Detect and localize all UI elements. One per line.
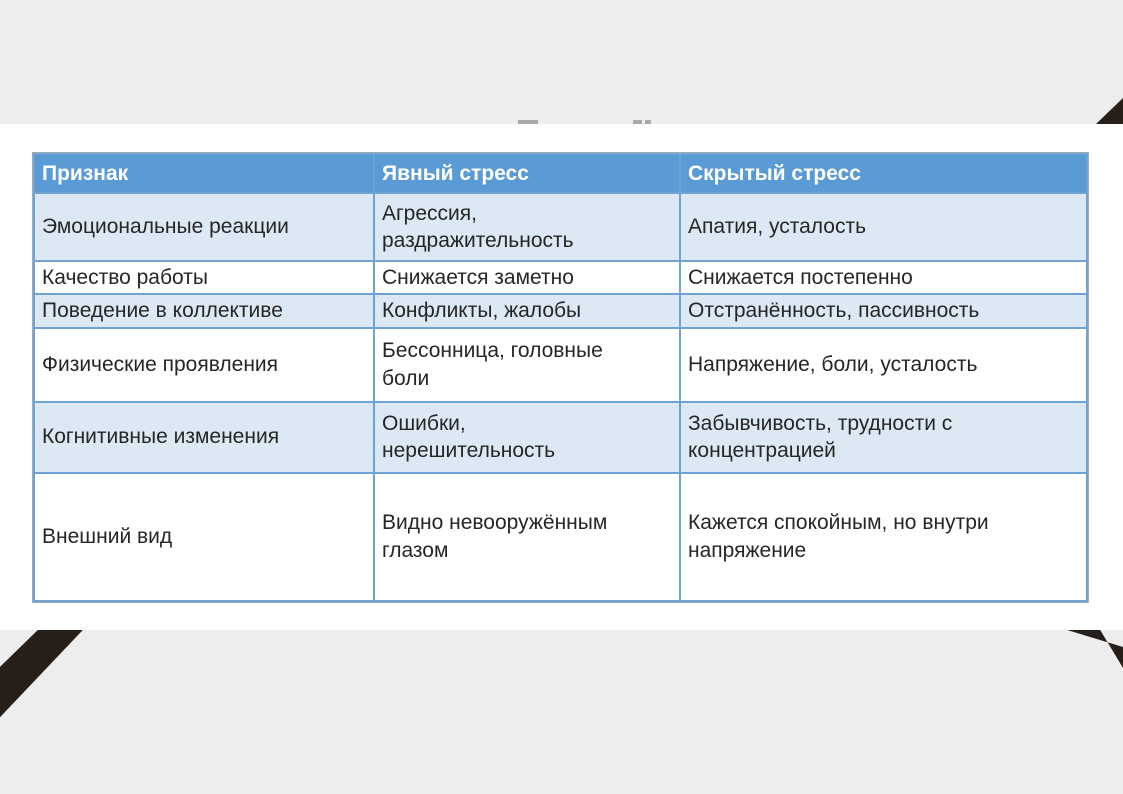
table-cell: Поведение в коллективе	[33, 293, 375, 329]
table-cell: Бессонница, головные боли	[373, 326, 681, 403]
table-cell: Видно невооружённым глазом	[373, 471, 681, 602]
table-header-row: Признак Явный стресс Скрытый стресс	[33, 153, 1088, 194]
table-cell: Кажется спокойным, но внутри напряжение	[679, 471, 1088, 602]
table-cell: Качество работы	[33, 259, 375, 296]
cropped-title-fragment	[518, 120, 538, 124]
table-cell: Когнитивные изменения	[33, 400, 375, 474]
table-cell: Напряжение, боли, усталость	[679, 326, 1088, 403]
corner-ribbon-bottom-left	[0, 630, 83, 718]
header-cell-feature: Признак	[33, 153, 375, 194]
table-cell: Апатия, усталость	[679, 192, 1088, 262]
table-cell: Внешний вид	[33, 471, 375, 602]
table-row: Поведение в коллективе Конфликты, жалобы…	[33, 293, 1088, 329]
background-top	[0, 0, 1123, 124]
corner-ribbon-bottom-right	[1067, 630, 1123, 668]
table-cell: Ошибки, нерешительность	[373, 400, 681, 474]
table-cell: Отстранённость, пассивность	[679, 293, 1088, 329]
table-row: Физические проявления Бессонница, головн…	[33, 326, 1088, 403]
header-cell-hidden-stress: Скрытый стресс	[679, 153, 1088, 194]
table-cell: Физические проявления	[33, 326, 375, 403]
table-row: Эмоциональные реакции Агрессия, раздражи…	[33, 192, 1088, 262]
background-bottom	[0, 630, 1123, 794]
table-cell: Снижается заметно	[373, 259, 681, 296]
slide-area: Признак Явный стресс Скрытый стресс Эмоц…	[0, 124, 1123, 630]
corner-ribbon-top-right	[1096, 98, 1123, 124]
table-cell: Агрессия, раздражительность	[373, 192, 681, 262]
table-row: Внешний вид Видно невооружённым глазом К…	[33, 471, 1088, 602]
table-cell: Снижается постепенно	[679, 259, 1088, 296]
table-cell: Забывчивость, трудности с концентрацией	[679, 400, 1088, 474]
table-cell: Конфликты, жалобы	[373, 293, 681, 329]
cropped-title-fragment	[633, 120, 642, 124]
table-row: Качество работы Снижается заметно Снижае…	[33, 259, 1088, 296]
cropped-title-fragment	[645, 120, 651, 124]
stress-comparison-table: Признак Явный стресс Скрытый стресс Эмоц…	[33, 153, 1088, 602]
table-row: Когнитивные изменения Ошибки, нерешитель…	[33, 400, 1088, 474]
table-cell: Эмоциональные реакции	[33, 192, 375, 262]
header-cell-explicit-stress: Явный стресс	[373, 153, 681, 194]
